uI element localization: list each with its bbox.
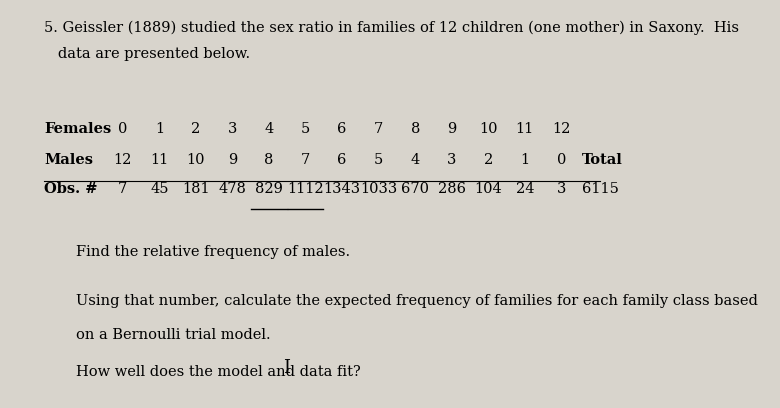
Text: 5: 5	[374, 153, 383, 167]
Text: 0: 0	[557, 153, 566, 167]
Text: 1112: 1112	[287, 182, 324, 195]
Text: 4: 4	[410, 153, 420, 167]
Text: 5: 5	[301, 122, 310, 136]
Text: 6: 6	[338, 122, 347, 136]
Text: 1343: 1343	[324, 182, 360, 195]
Text: 5. Geissler (1889) studied the sex ratio in families of 12 children (one mother): 5. Geissler (1889) studied the sex ratio…	[44, 20, 739, 35]
Text: 8: 8	[410, 122, 420, 136]
Text: 12: 12	[552, 122, 571, 136]
Text: data are presented below.: data are presented below.	[44, 47, 250, 61]
Text: 1: 1	[155, 122, 164, 136]
Text: 286: 286	[438, 182, 466, 195]
Text: 829: 829	[255, 182, 283, 195]
Text: 4: 4	[264, 122, 274, 136]
Text: Obs. #: Obs. #	[44, 182, 98, 195]
Text: 9: 9	[228, 153, 237, 167]
Text: 24: 24	[516, 182, 534, 195]
Text: 7: 7	[119, 182, 127, 195]
Text: 670: 670	[401, 182, 429, 195]
Text: 10: 10	[186, 153, 205, 167]
Text: 6115: 6115	[582, 182, 619, 195]
Text: 12: 12	[114, 153, 132, 167]
Text: 7: 7	[374, 122, 383, 136]
Text: 7: 7	[301, 153, 310, 167]
Text: 45: 45	[151, 182, 168, 195]
Text: Find the relative frequency of males.: Find the relative frequency of males.	[76, 245, 349, 259]
Text: How well does the model and data fit?: How well does the model and data fit?	[76, 365, 360, 379]
Text: 104: 104	[474, 182, 502, 195]
Text: 1033: 1033	[360, 182, 397, 195]
Text: 2: 2	[191, 122, 200, 136]
Text: 0: 0	[119, 122, 128, 136]
Text: 6: 6	[338, 153, 347, 167]
Text: 478: 478	[218, 182, 246, 195]
Text: Total: Total	[582, 153, 622, 167]
Text: Females: Females	[44, 122, 112, 136]
Text: 11: 11	[516, 122, 534, 136]
Text: I: I	[283, 359, 290, 377]
Text: 3: 3	[228, 122, 237, 136]
Text: 10: 10	[479, 122, 498, 136]
Text: 3: 3	[557, 182, 566, 195]
Text: Males: Males	[44, 153, 93, 167]
Text: 8: 8	[264, 153, 274, 167]
Text: 9: 9	[447, 122, 456, 136]
Text: 1: 1	[520, 153, 530, 167]
Text: 11: 11	[151, 153, 168, 167]
Text: on a Bernoulli trial model.: on a Bernoulli trial model.	[76, 328, 270, 342]
Text: 2: 2	[484, 153, 493, 167]
Text: 181: 181	[183, 182, 210, 195]
Text: Using that number, calculate the expected frequency of families for each family : Using that number, calculate the expecte…	[76, 294, 757, 308]
Text: 3: 3	[447, 153, 456, 167]
